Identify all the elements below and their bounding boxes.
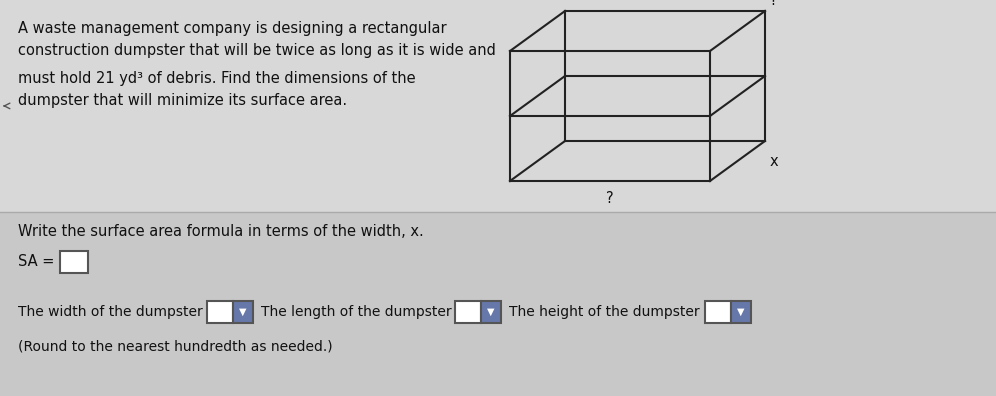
Bar bbox=[207, 301, 233, 323]
Bar bbox=[705, 301, 731, 323]
Text: ?: ? bbox=[770, 0, 778, 8]
Text: The height of the dumpster is: The height of the dumpster is bbox=[509, 305, 715, 319]
Bar bbox=[481, 301, 501, 323]
Text: ?: ? bbox=[607, 191, 614, 206]
Bar bbox=[731, 301, 751, 323]
Text: The length of the dumpster is: The length of the dumpster is bbox=[261, 305, 467, 319]
Text: dumpster that will minimize its surface area.: dumpster that will minimize its surface … bbox=[18, 93, 348, 108]
Bar bbox=[233, 301, 253, 323]
Text: (Round to the nearest hundredth as needed.): (Round to the nearest hundredth as neede… bbox=[18, 340, 333, 354]
Text: The width of the dumpster is: The width of the dumpster is bbox=[18, 305, 218, 319]
Bar bbox=[455, 301, 481, 323]
Text: ▼: ▼ bbox=[487, 307, 495, 317]
Bar bbox=[0, 212, 996, 396]
Text: SA =: SA = bbox=[18, 254, 55, 269]
Text: A waste management company is designing a rectangular: A waste management company is designing … bbox=[18, 21, 446, 36]
Text: x: x bbox=[770, 154, 779, 169]
Text: ▼: ▼ bbox=[239, 307, 247, 317]
Text: must hold 21 yd³ of debris. Find the dimensions of the: must hold 21 yd³ of debris. Find the dim… bbox=[18, 71, 415, 86]
Bar bbox=[0, 0, 996, 212]
Text: Write the surface area formula in terms of the width, x.: Write the surface area formula in terms … bbox=[18, 224, 423, 239]
Text: ▼: ▼ bbox=[737, 307, 745, 317]
Bar bbox=[60, 251, 88, 273]
Text: construction dumpster that will be twice as long as it is wide and: construction dumpster that will be twice… bbox=[18, 43, 496, 58]
